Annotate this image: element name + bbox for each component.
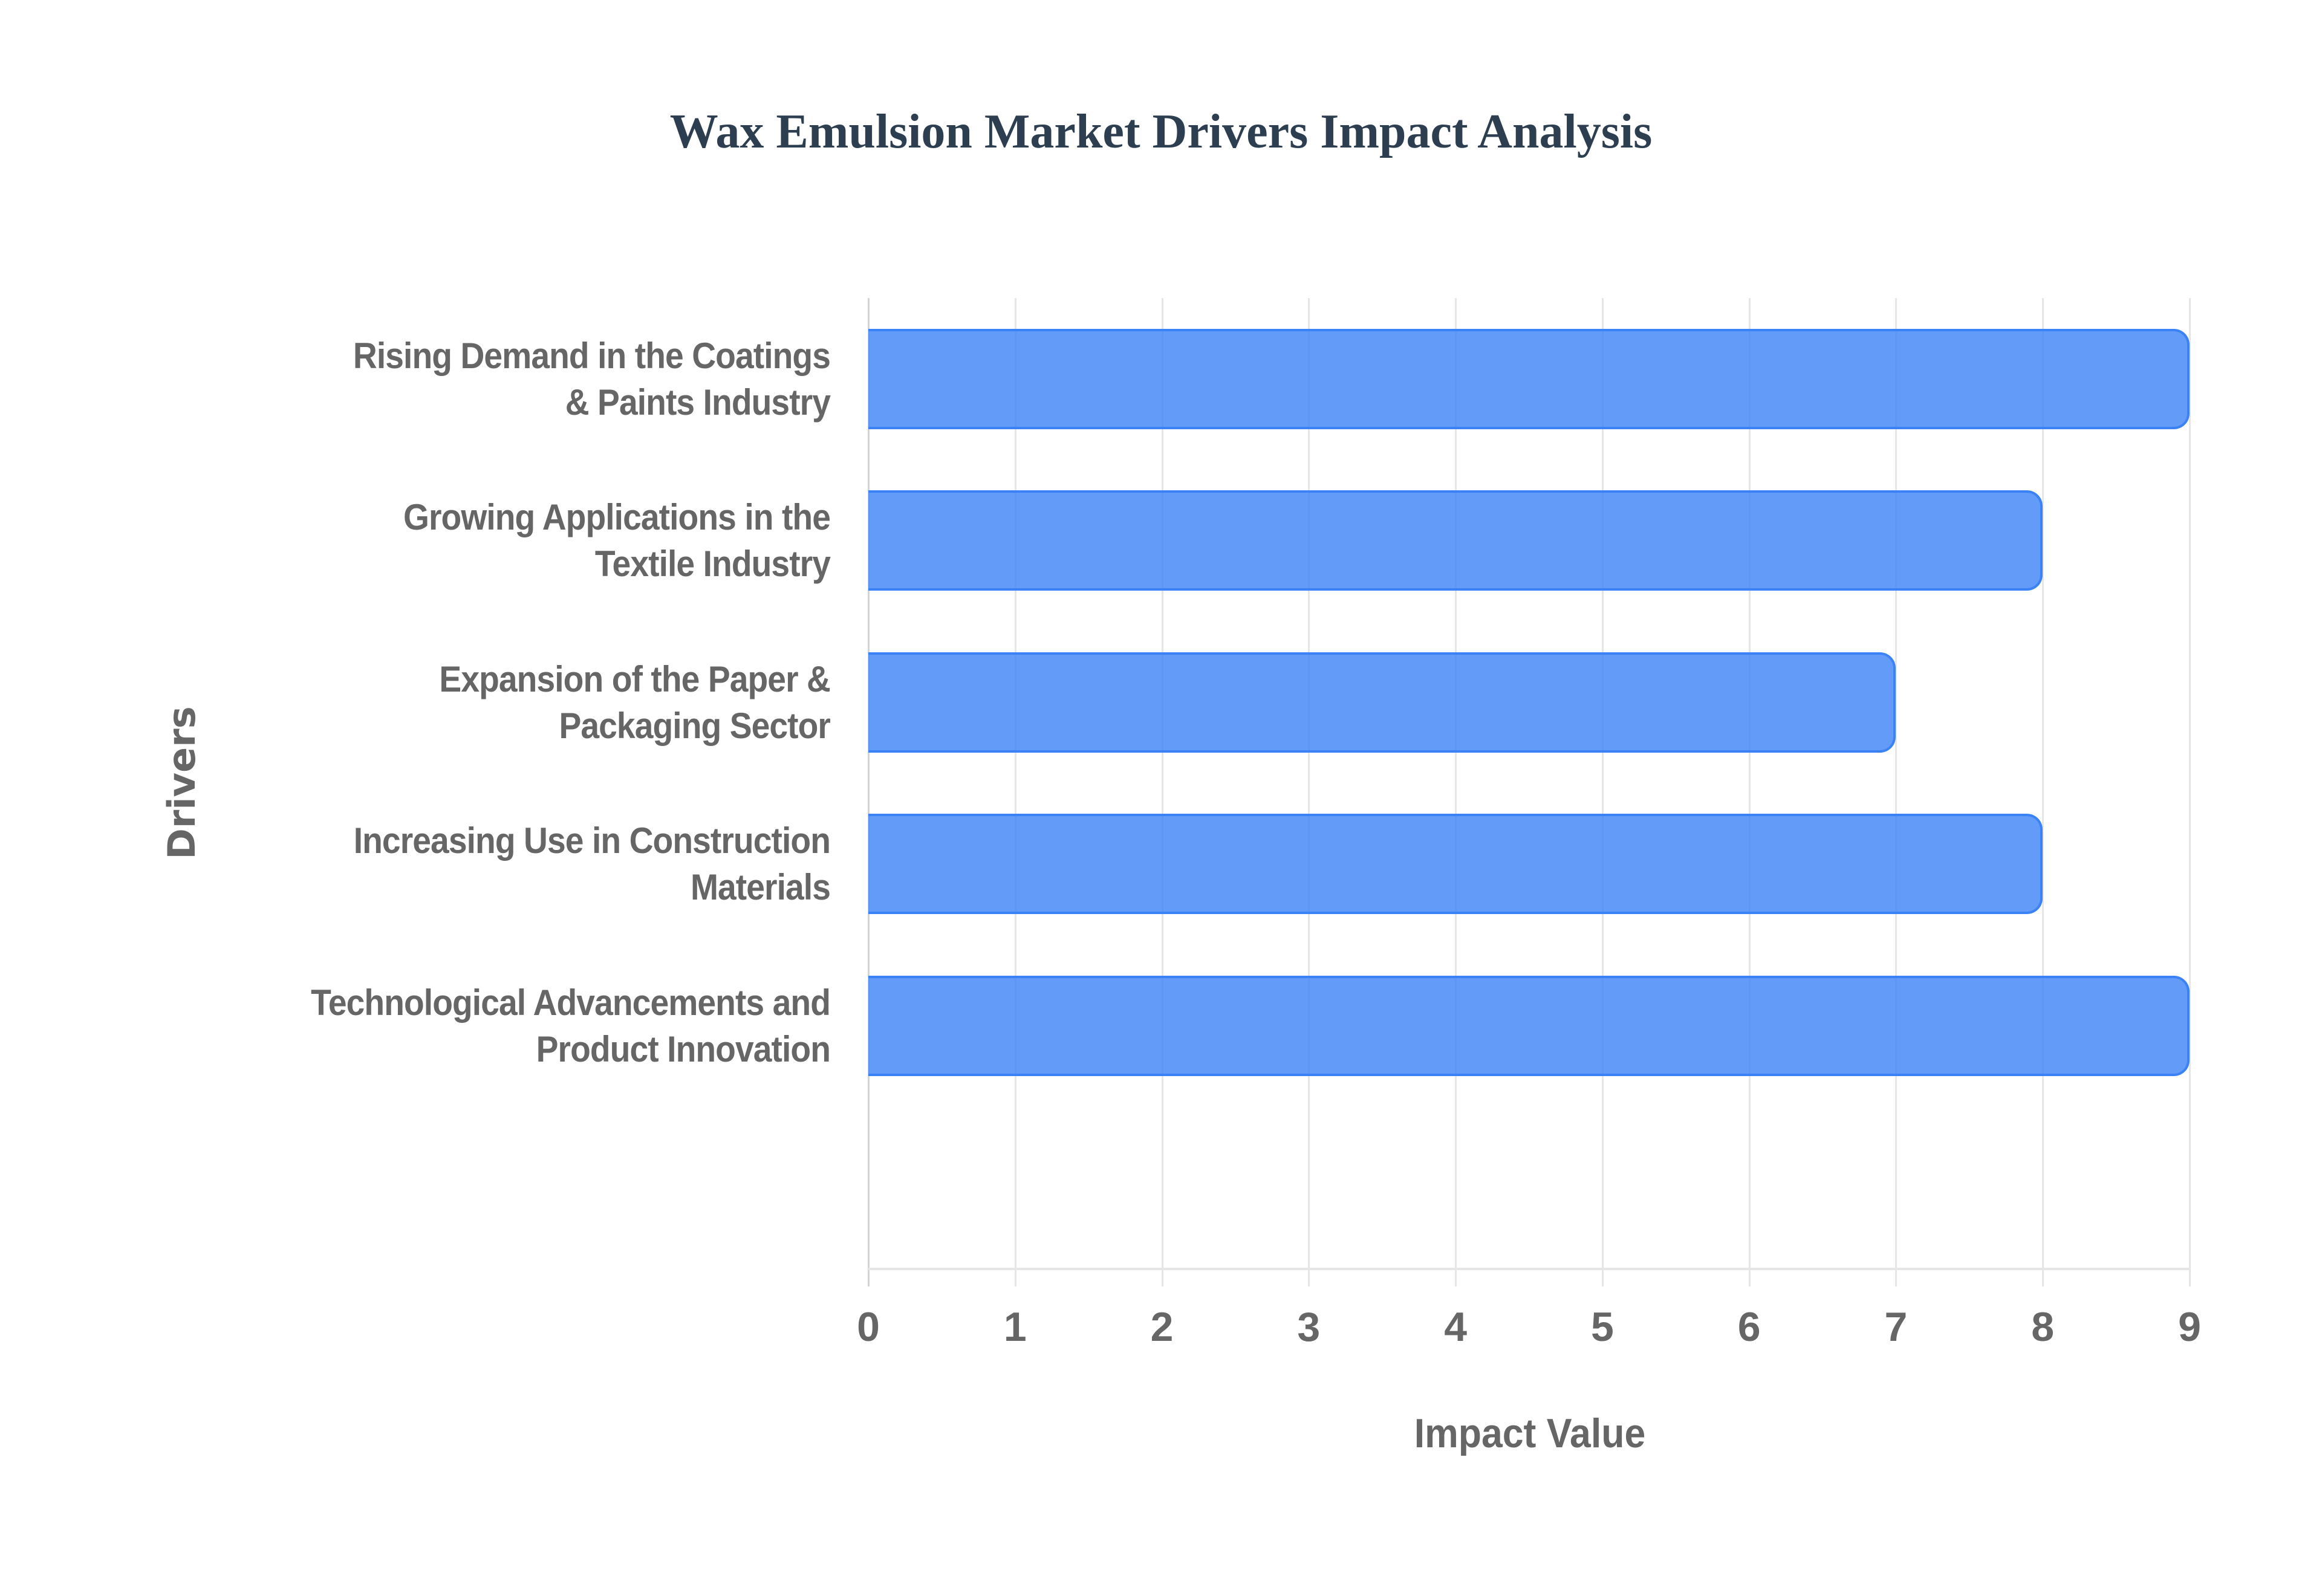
bar[interactable] (868, 652, 1896, 753)
x-tick-label: 5 (1590, 1304, 1614, 1350)
y-tick-label-line: Product Innovation (536, 1028, 831, 1069)
x-axis-title: Impact Value (1414, 1410, 1646, 1456)
gridline (1601, 298, 1604, 1286)
x-tick-label: 1 (1003, 1304, 1027, 1350)
bar[interactable] (868, 814, 2043, 915)
x-tick-label: 7 (1884, 1304, 1908, 1350)
y-tick-label: Expansion of the Paper & Packaging Sector (107, 656, 830, 749)
y-tick-label-line: Textile Industry (594, 543, 831, 585)
gridline (868, 298, 870, 1286)
x-tick-label: 4 (1444, 1304, 1468, 1350)
x-axis-line (868, 1268, 2190, 1270)
y-tick-label: Rising Demand in the Coatings & Paints In… (107, 332, 831, 426)
plot-area (868, 298, 2191, 1286)
y-tick-label-line: Materials (690, 867, 831, 908)
x-tick-label: 2 (1150, 1304, 1174, 1350)
gridline (1895, 298, 1898, 1286)
y-tick-label-line: Expansion of the Paper & (439, 658, 830, 699)
gridline (1014, 298, 1016, 1286)
x-tick-label: 6 (1737, 1304, 1761, 1350)
bar[interactable] (868, 328, 2190, 429)
y-tick-label-line: Rising Demand in the Coatings (353, 335, 831, 376)
gridline (2189, 298, 2191, 1286)
x-tick-label: 8 (2031, 1304, 2055, 1350)
chart-title: Wax Emulsion Market Drivers Impact Analy… (669, 105, 1653, 158)
gridline (1748, 298, 1751, 1286)
gridline (1161, 298, 1163, 1286)
bar[interactable] (868, 975, 2190, 1076)
gridline (2042, 298, 2044, 1286)
y-tick-label: Increasing Use in Construction Materials (107, 817, 831, 910)
bar[interactable] (868, 490, 2043, 591)
x-tick-label: 0 (857, 1304, 880, 1350)
y-tick-label-line: Packaging Sector (559, 705, 830, 746)
y-tick-label: Technological Advancements and Product In… (107, 979, 831, 1072)
gridline (1308, 298, 1310, 1286)
y-tick-label-line: Technological Advancements and (311, 982, 831, 1023)
x-tick-label: 3 (1297, 1304, 1321, 1350)
gridline (1455, 298, 1457, 1286)
y-tick-label-line: Growing Applications in the (403, 497, 831, 538)
y-tick-label-line: & Paints Industry (565, 381, 831, 423)
y-tick-label: Growing Applications in the Textile Indus… (107, 494, 831, 587)
y-tick-label-line: Increasing Use in Construction (353, 820, 831, 861)
x-tick-label: 9 (2178, 1304, 2201, 1350)
